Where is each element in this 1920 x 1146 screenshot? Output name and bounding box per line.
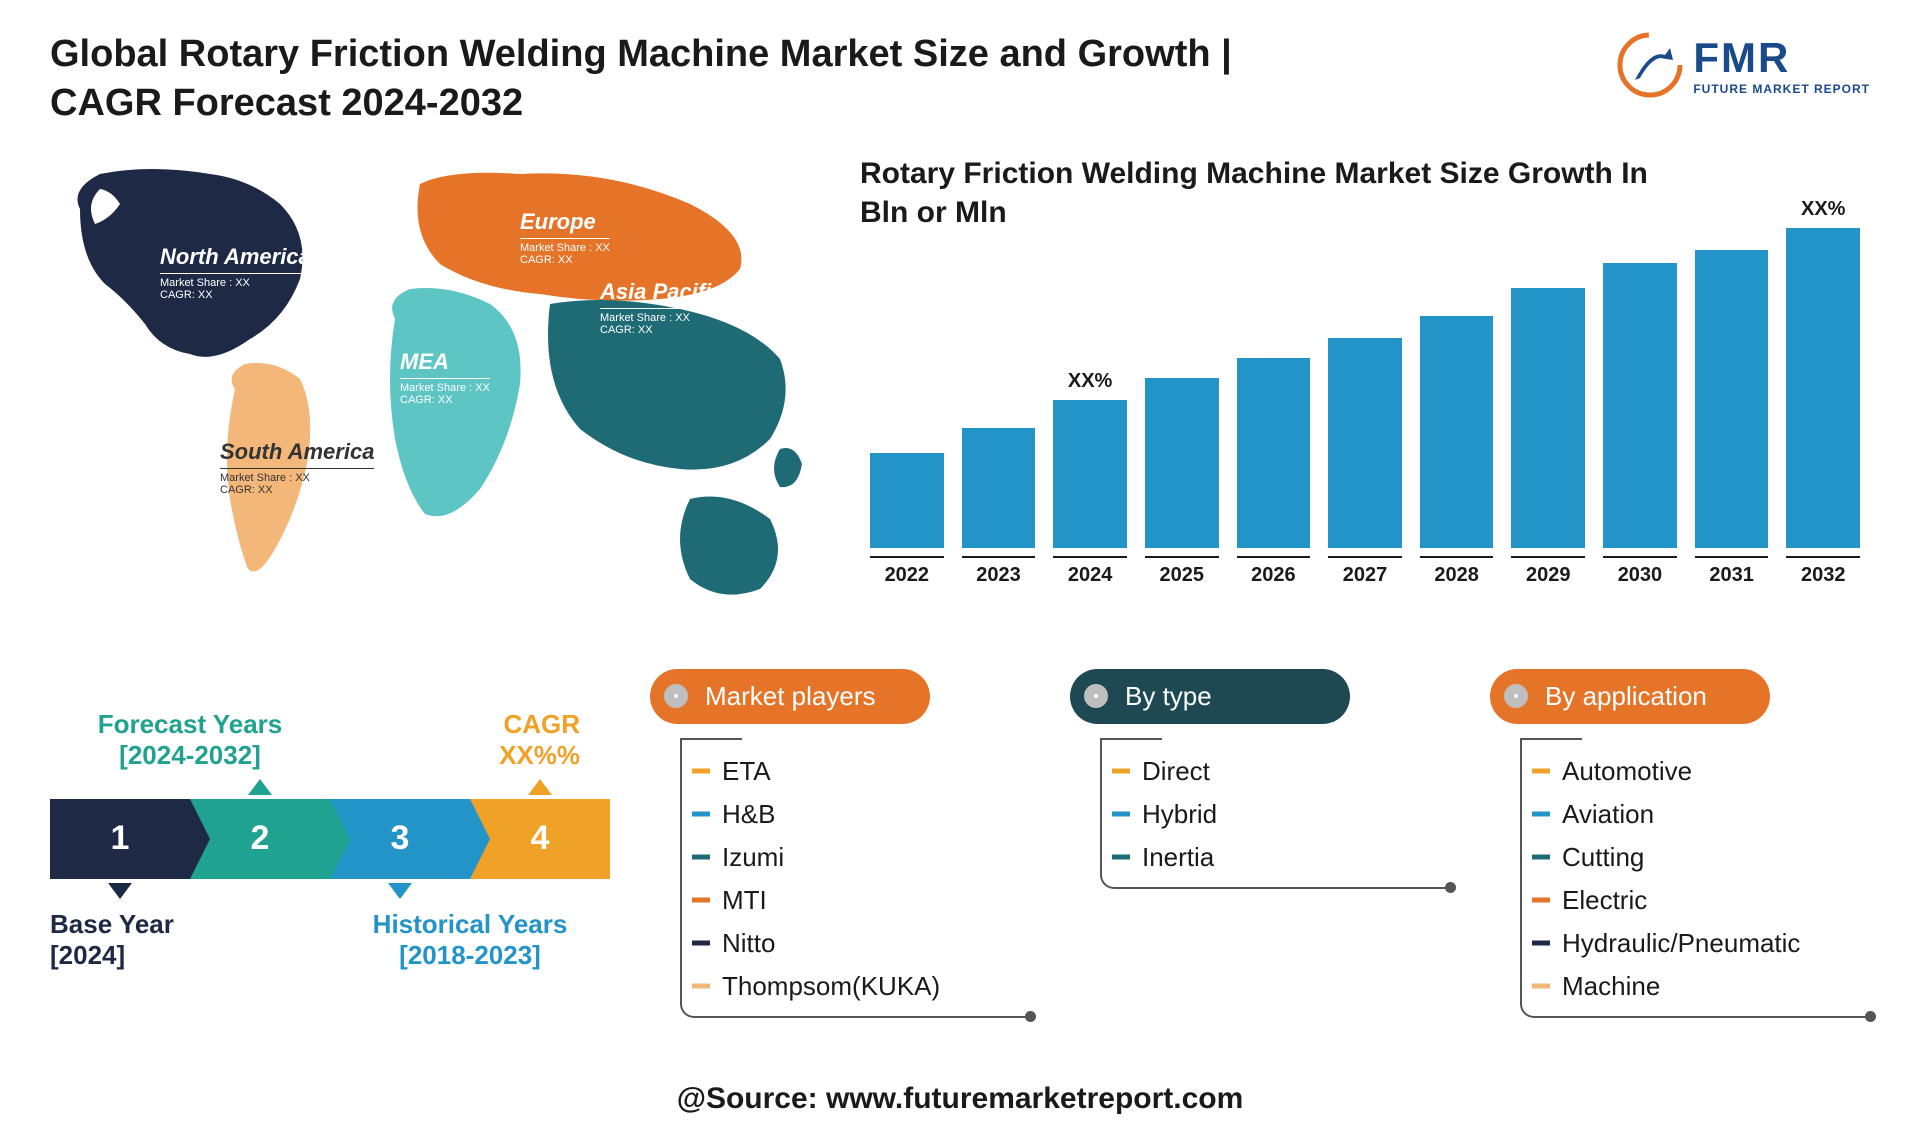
forecast-label: Forecast Years [2024-2032]: [50, 709, 330, 771]
bar-col: 2028: [1420, 316, 1494, 587]
category-list: AutomotiveAviationCuttingElectricHydraul…: [1522, 750, 1870, 1008]
bar-col: 2029: [1511, 288, 1585, 587]
list-item: MTI: [682, 879, 1030, 922]
bar-col: 2023: [962, 428, 1036, 587]
bar-col: 2031: [1695, 250, 1769, 587]
bar: [962, 428, 1036, 548]
bar-col: 2022: [870, 453, 944, 587]
region-label-eu: EuropeMarket Share : XXCAGR: XX: [520, 209, 610, 266]
list-item: Automotive: [1522, 750, 1870, 793]
timeline-seg-4: 4: [470, 799, 610, 879]
list-item: Electric: [1522, 879, 1870, 922]
timeline-seg-3: 3: [330, 799, 470, 879]
list-item: ETA: [682, 750, 1030, 793]
bar: [1328, 338, 1402, 548]
category-header: By application: [1490, 669, 1770, 724]
bar-col: 2026: [1237, 358, 1311, 587]
bar-col: 2025: [1145, 378, 1219, 587]
bar-year-label: 2029: [1511, 556, 1585, 587]
logo-text-main: FMR: [1693, 34, 1870, 82]
category-list: DirectHybridInertia: [1102, 750, 1450, 879]
list-item: Cutting: [1522, 836, 1870, 879]
region-label-na: North AmericaMarket Share : XXCAGR: XX: [160, 244, 311, 301]
bottom-section: Forecast Years [2024-2032] CAGR XX%% 1 2…: [50, 669, 1870, 1018]
bar-year-label: 2032: [1786, 556, 1860, 587]
list-item: Aviation: [1522, 793, 1870, 836]
bar-chart: Rotary Friction Welding Machine Market S…: [860, 149, 1870, 587]
bar: [1237, 358, 1311, 548]
bar: XX%: [1053, 400, 1127, 548]
arrow-down-icon: [108, 883, 132, 899]
logo-text-sub: FUTURE MARKET REPORT: [1693, 82, 1870, 96]
bar-year-label: 2024: [1053, 556, 1127, 587]
bar-year-label: 2023: [962, 556, 1036, 587]
arrow-up-icon: [248, 779, 272, 795]
bar-year-label: 2030: [1603, 556, 1677, 587]
bar-col: 2030: [1603, 263, 1677, 587]
chart-title: Rotary Friction Welding Machine Market S…: [860, 154, 1870, 232]
category-column: By type DirectHybridInertia: [1070, 669, 1450, 1018]
bar-year-label: 2027: [1328, 556, 1402, 587]
bar-year-label: 2026: [1237, 556, 1311, 587]
timeline-seg-1: 1: [50, 799, 190, 879]
list-item: Hybrid: [1102, 793, 1450, 836]
logo: FMR FUTURE MARKET REPORT: [1615, 30, 1870, 100]
source-attribution: @Source: www.futuremarketreport.com: [677, 1082, 1244, 1116]
bar-year-label: 2028: [1420, 556, 1494, 587]
bar: [870, 453, 944, 548]
bar-annotation: XX%: [1068, 370, 1112, 393]
category-column: By application AutomotiveAviationCuttingE…: [1490, 669, 1870, 1018]
list-item: Direct: [1102, 750, 1450, 793]
bar-year-label: 2025: [1145, 556, 1219, 587]
logo-icon: [1615, 30, 1685, 100]
bar-col: XX% 2024: [1053, 400, 1127, 587]
bar: [1511, 288, 1585, 548]
bar: [1695, 250, 1769, 548]
region-label-sa: South AmericaMarket Share : XXCAGR: XX: [220, 439, 374, 496]
category-column: Market players ETAH&BIzumiMTINittoThompso…: [650, 669, 1030, 1018]
base-year-label: Base Year [2024]: [50, 909, 330, 971]
cagr-label: CAGR XX%%: [330, 709, 610, 771]
timeline: Forecast Years [2024-2032] CAGR XX%% 1 2…: [50, 669, 610, 1018]
timeline-bar: 1 2 3 4: [50, 799, 610, 879]
page-title: Global Rotary Friction Welding Machine M…: [50, 30, 1250, 129]
region-label-ap: Asia PacificMarket Share : XXCAGR: XX: [600, 279, 724, 336]
timeline-seg-2: 2: [190, 799, 330, 879]
bar-col: XX% 2032: [1786, 228, 1860, 587]
list-item: Thompsom(KUKA): [682, 965, 1030, 1008]
category-list: ETAH&BIzumiMTINittoThompsom(KUKA): [682, 750, 1030, 1008]
bar: [1420, 316, 1494, 548]
arrow-down-icon: [388, 883, 412, 899]
arrow-up-icon: [528, 779, 552, 795]
category-bracket: AutomotiveAviationCuttingElectricHydraul…: [1520, 738, 1870, 1018]
list-item: Nitto: [682, 922, 1030, 965]
category-header: Market players: [650, 669, 930, 724]
list-item: Izumi: [682, 836, 1030, 879]
category-bracket: DirectHybridInertia: [1100, 738, 1450, 889]
bar: [1603, 263, 1677, 548]
bar: XX%: [1786, 228, 1860, 548]
list-item: Hydraulic/Pneumatic: [1522, 922, 1870, 965]
bar-year-label: 2031: [1695, 556, 1769, 587]
region-label-mea: MEAMarket Share : XXCAGR: XX: [400, 349, 490, 406]
list-item: H&B: [682, 793, 1030, 836]
bar-year-label: 2022: [870, 556, 944, 587]
category-bracket: ETAH&BIzumiMTINittoThompsom(KUKA): [680, 738, 1030, 1018]
category-header: By type: [1070, 669, 1350, 724]
bar-col: 2027: [1328, 338, 1402, 587]
world-map: North AmericaMarket Share : XXCAGR: XX So…: [50, 149, 830, 619]
bars-container: 2022 2023 XX% 2024 2025 2026 2027 2028 2029 2030 2…: [860, 257, 1870, 587]
bar: [1145, 378, 1219, 548]
list-item: Machine: [1522, 965, 1870, 1008]
list-item: Inertia: [1102, 836, 1450, 879]
bar-annotation: XX%: [1801, 198, 1845, 221]
header: Global Rotary Friction Welding Machine M…: [50, 30, 1870, 129]
top-section: North AmericaMarket Share : XXCAGR: XX So…: [50, 149, 1870, 619]
historical-label: Historical Years [2018-2023]: [330, 909, 610, 971]
